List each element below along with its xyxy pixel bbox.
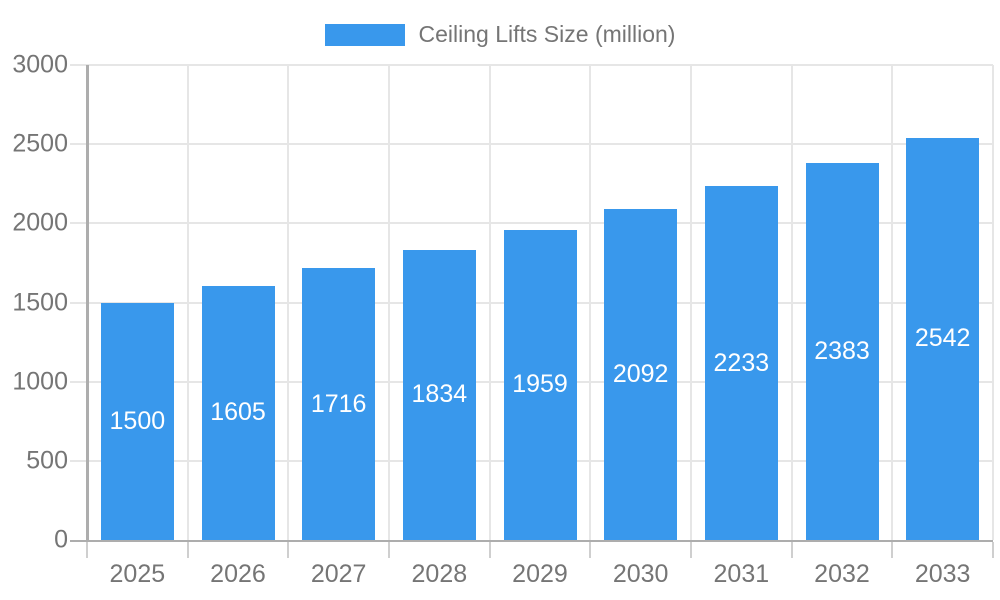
bar[interactable]: 1959 — [503, 229, 577, 540]
bar[interactable]: 2092 — [604, 208, 678, 540]
x-axis-tick — [790, 542, 793, 558]
x-tick-label: 2029 — [512, 560, 568, 588]
y-tick-label: 3000 — [12, 50, 68, 79]
bar-value-label: 2542 — [914, 324, 971, 353]
x-tick-label: 2025 — [109, 560, 166, 588]
x-axis-tick — [891, 542, 894, 558]
gridline-vertical — [186, 65, 189, 540]
x-axis-tick — [388, 542, 390, 558]
y-tick-label: 2000 — [12, 208, 68, 237]
gridline-vertical — [488, 65, 491, 540]
bar[interactable]: 2383 — [805, 162, 879, 540]
plot-area: 1500 1605 1716 1834 1959 2092 2233 2383 2542 — [70, 64, 994, 558]
bar-value-label: 1834 — [411, 380, 468, 409]
gridline-vertical — [891, 65, 894, 540]
legend[interactable]: Ceiling Lifts Size (million) — [0, 21, 1000, 48]
x-tick-label: 2031 — [713, 560, 770, 588]
bar-value-label: 2092 — [612, 359, 669, 388]
x-tick-label: 2033 — [914, 560, 971, 588]
gridline-horizontal — [70, 64, 993, 66]
bar-value-label: 2383 — [814, 336, 870, 365]
bar-value-label: 1500 — [109, 406, 166, 435]
bar[interactable]: 1605 — [201, 285, 275, 540]
gridline-vertical — [589, 65, 592, 540]
x-axis-tick — [992, 542, 994, 558]
y-tick-label: 1500 — [12, 288, 68, 316]
bar[interactable]: 2233 — [704, 186, 778, 540]
x-tick-label: 2027 — [310, 560, 367, 588]
x-tick-label: 2030 — [612, 560, 669, 588]
x-tick-label: 2028 — [411, 560, 468, 588]
bar-value-label: 1605 — [210, 398, 266, 427]
bar[interactable]: 2542 — [906, 137, 980, 540]
x-axis-labels: 2025 2026 2027 2028 2029 2030 2031 2032 2033 — [87, 560, 993, 594]
bar[interactable]: 1834 — [402, 249, 476, 540]
x-axis-tick — [86, 542, 88, 558]
bar-value-label: 1716 — [310, 389, 367, 418]
x-axis-tick — [186, 542, 189, 558]
gridline-vertical — [690, 65, 692, 540]
x-axis-tick — [287, 542, 290, 558]
x-axis-tick — [589, 542, 592, 558]
gridline-vertical — [992, 65, 994, 540]
gridline-horizontal — [70, 222, 993, 225]
x-axis-line — [70, 540, 993, 542]
y-axis-labels: 0 500 1000 1500 2000 2500 3000 — [0, 51, 68, 554]
gridline-vertical — [790, 65, 793, 540]
y-tick-label: 2500 — [12, 129, 68, 158]
y-tick-label: 0 — [54, 525, 68, 554]
x-axis-tick — [690, 542, 692, 558]
x-tick-label: 2026 — [210, 560, 266, 588]
bar-value-label: 1959 — [512, 370, 568, 399]
gridline-horizontal — [70, 143, 993, 146]
bar[interactable]: 1716 — [302, 268, 376, 540]
y-axis-line — [86, 65, 89, 540]
bar-value-label: 2233 — [713, 348, 770, 377]
bar[interactable]: 1500 — [100, 302, 174, 540]
gridline-vertical — [287, 65, 290, 540]
x-tick-label: 2032 — [814, 560, 870, 588]
x-axis-tick — [488, 542, 491, 558]
legend-swatch-icon — [324, 23, 405, 46]
gridline-vertical — [388, 65, 390, 540]
legend-label: Ceiling Lifts Size (million) — [418, 21, 676, 47]
y-tick-label: 500 — [26, 446, 68, 475]
y-tick-label: 1000 — [12, 367, 68, 396]
